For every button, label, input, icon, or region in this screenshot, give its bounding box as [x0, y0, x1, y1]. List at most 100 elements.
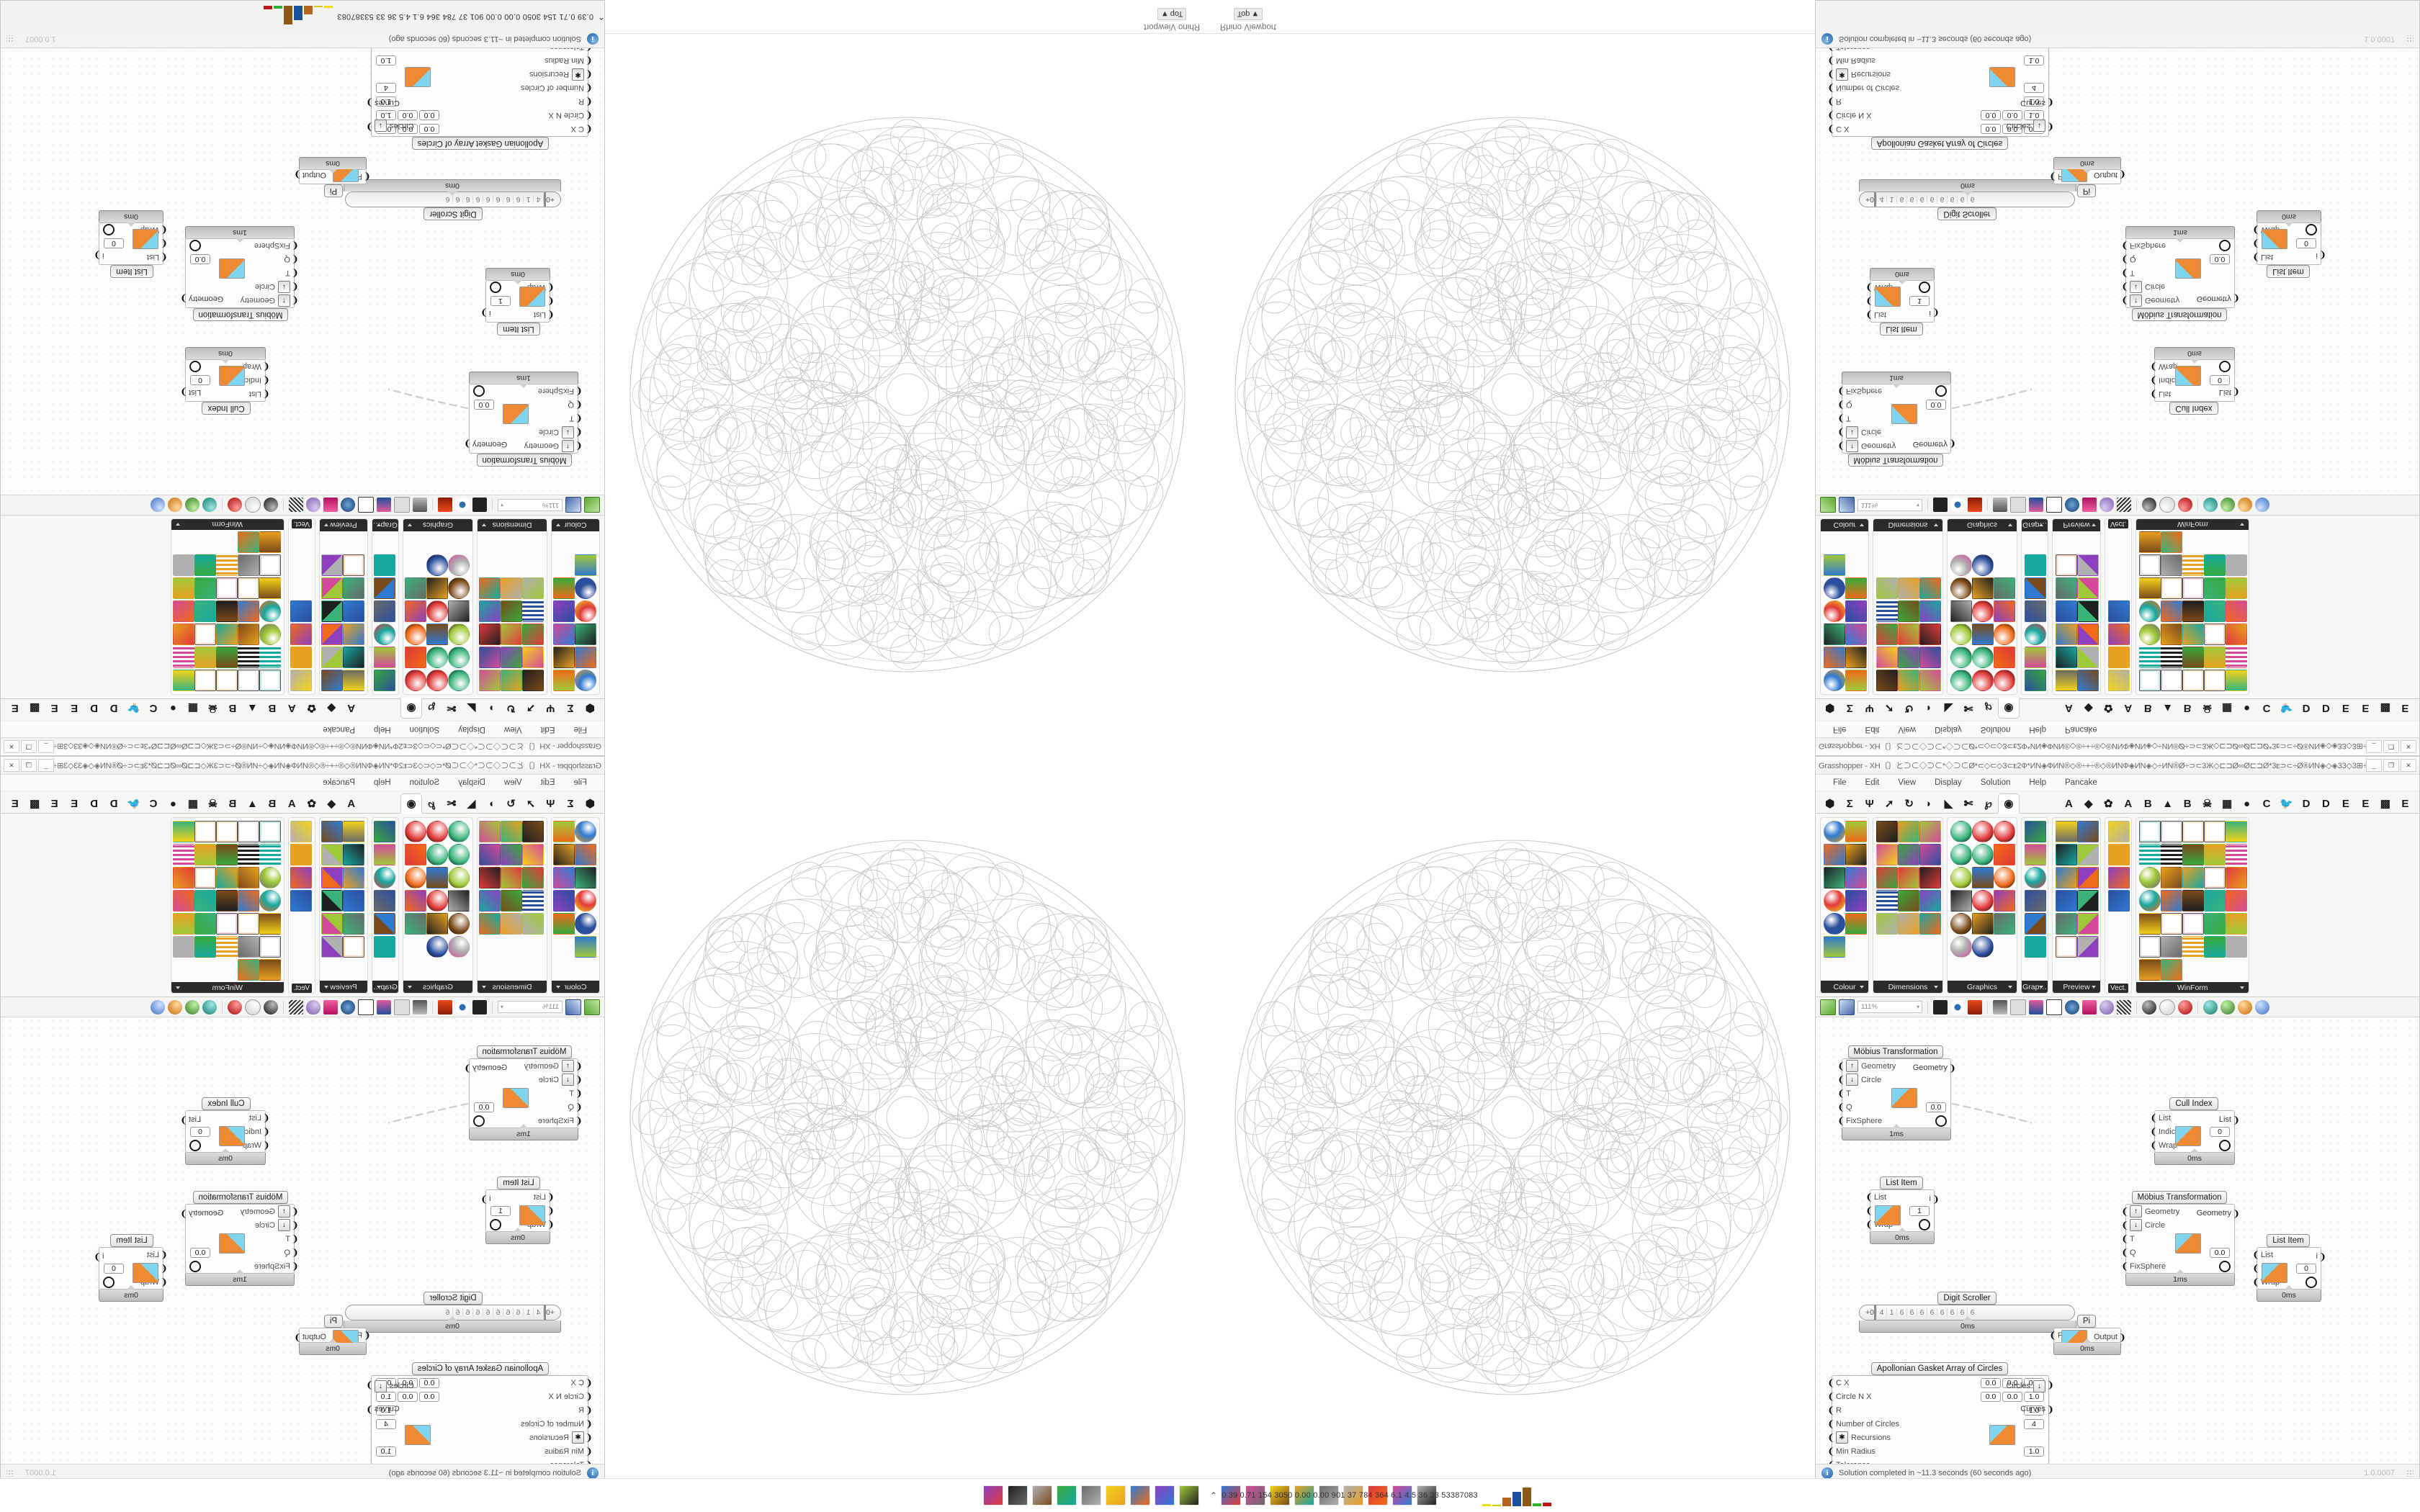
target-t-icon[interactable]: [1972, 670, 1994, 691]
node-param-button[interactable]: ↓: [278, 281, 290, 293]
swatch-magenta-icon[interactable]: [1876, 624, 1898, 645]
node-value-field[interactable]: 0.0: [1981, 110, 2001, 121]
input-port-icon[interactable]: ❨: [1827, 1459, 1835, 1464]
node-input-row[interactable]: ❨ List: [99, 1248, 168, 1261]
input-port-icon[interactable]: ❨: [1837, 427, 1845, 438]
slider-digit[interactable]: 4: [1876, 1308, 1886, 1317]
image-save-icon[interactable]: [405, 600, 426, 622]
viewport-view-dropdown[interactable]: Top ▼: [1157, 8, 1187, 20]
link-circle-icon[interactable]: [1972, 600, 1994, 622]
colour-triangle-icon[interactable]: [1845, 844, 1867, 865]
node-input-row[interactable]: ❨ List: [1865, 308, 1934, 322]
display-tab[interactable]: ◉: [400, 793, 422, 814]
image-field-icon[interactable]: [2226, 867, 2248, 888]
crossing-lines-icon[interactable]: [289, 498, 303, 513]
node-output-row[interactable]: i ❩: [1930, 1194, 1940, 1205]
yin-yang-icon[interactable]: [1972, 936, 1994, 958]
menu-item-view[interactable]: View: [1898, 725, 1917, 734]
ribbon-panel-label[interactable]: Colour: [552, 519, 599, 531]
sequence-3412-icon[interactable]: [290, 821, 312, 842]
close-button[interactable]: ✕: [2401, 759, 2416, 772]
node-output-row[interactable]: Curves ❩: [2020, 97, 2054, 108]
node-boolean-toggle[interactable]: [2305, 224, 2317, 236]
node-param-button[interactable]: ↑: [1846, 440, 1858, 452]
input-port-icon[interactable]: ❨: [585, 48, 593, 53]
input-port-icon[interactable]: ❨: [262, 1125, 270, 1137]
viewport-tab-left[interactable]: Rhino Viewport Top ▼: [1210, 8, 1286, 33]
open-file-icon[interactable]: [1820, 999, 1836, 1015]
vslider-icon[interactable]: [194, 936, 216, 958]
shade-orange-icon[interactable]: [168, 498, 182, 513]
params-tab[interactable]: ⬢: [585, 702, 595, 714]
input-port-icon[interactable]: ❨: [1827, 110, 1835, 122]
input-port-icon[interactable]: ❨: [2252, 1262, 2260, 1274]
ellipse-outline-icon[interactable]: [1950, 913, 1972, 935]
input-port-icon[interactable]: ❨: [575, 1087, 583, 1099]
progress-bar-icon[interactable]: [2226, 554, 2248, 576]
node-list-item-2[interactable]: List Item❨List❨Index0❨Wrapi❩0ms: [2252, 1233, 2326, 1302]
plugin-a2-tab[interactable]: A: [2124, 797, 2133, 810]
input-port-icon[interactable]: ❨: [291, 1246, 299, 1258]
hearts-pink-icon[interactable]: [2077, 577, 2099, 599]
open-file-icon[interactable]: [1820, 497, 1836, 513]
input-port-icon[interactable]: ❨: [547, 282, 555, 294]
node-value-field[interactable]: 0: [190, 1126, 210, 1137]
shade-black-icon[interactable]: [264, 999, 278, 1014]
node-value-field[interactable]: 0: [2210, 1126, 2230, 1137]
node-value-field[interactable]: 1.0: [2024, 1391, 2044, 1402]
output-port-icon[interactable]: ❩: [2046, 1404, 2054, 1415]
circle-t-icon[interactable]: [426, 844, 448, 865]
polygon-outline-icon[interactable]: [1972, 577, 1994, 599]
menu-item-help[interactable]: Help: [2029, 778, 2047, 787]
slider-digit[interactable]: 1: [1886, 195, 1896, 204]
node-value-field[interactable]: 0.0: [1981, 124, 2001, 135]
menu-item-help[interactable]: Help: [2029, 725, 2047, 734]
shade-black-icon[interactable]: [2142, 498, 2156, 513]
plugin-d2-tab[interactable]: D: [2322, 797, 2330, 810]
arc-open-icon[interactable]: [1950, 890, 1972, 912]
display-tab[interactable]: ◉: [1998, 698, 2020, 719]
input-port-icon[interactable]: ❨: [1827, 1377, 1835, 1388]
polygon-outline-icon[interactable]: [1972, 913, 1994, 935]
node-boolean-toggle[interactable]: [2219, 1139, 2231, 1151]
plugin-e-tab[interactable]: E: [71, 702, 79, 715]
grasshopper-canvas[interactable]: Möbius Transformation ❨ ↑ Geometry ❨ ↓ Circle ❨…: [1816, 1017, 2419, 1464]
apollonian-fractal-render[interactable]: [1210, 756, 1815, 1479]
input-port-icon[interactable]: ❨: [160, 1248, 168, 1260]
vslider-icon[interactable]: [2204, 936, 2226, 958]
slider-strip-icon[interactable]: [215, 844, 238, 865]
node-input-row[interactable]: ❨ ↓ Circle: [470, 1073, 583, 1086]
node-apollonian-gasket[interactable]: Apollonian Gasket Array of Circles ❨ C X 0.…: [1827, 1362, 2054, 1464]
crossing-lines-icon[interactable]: [2117, 999, 2131, 1014]
hatch-green-icon[interactable]: [237, 647, 259, 668]
node-value-field[interactable]: 0.0: [419, 110, 439, 121]
dim-linear-icon[interactable]: [501, 670, 522, 691]
plugin-d-tab[interactable]: D: [2302, 797, 2311, 810]
taskbar-terminal-icon[interactable]: [983, 1485, 1003, 1506]
menu-item-view[interactable]: View: [503, 725, 522, 734]
dim-chain-icon[interactable]: [1898, 624, 1919, 645]
node-input-row[interactable]: ❨ Circle N X 0.0 0.0 1.0: [1827, 1390, 2048, 1403]
node-value-field[interactable]: 0.0: [419, 1377, 439, 1388]
node-list-item-1[interactable]: List Item❨List❨Index1❨Wrapi❩0ms: [1865, 1176, 1940, 1244]
display-tab[interactable]: ◉: [400, 698, 422, 719]
node-input-row[interactable]: ❨ ↓ Circle: [186, 280, 299, 294]
list-green-icon[interactable]: [194, 624, 216, 645]
plugin-grid-tab[interactable]: ▦: [2222, 702, 2233, 714]
diagonal-frame-icon[interactable]: [2056, 913, 2077, 935]
table-grid-icon[interactable]: [2226, 844, 2247, 865]
mirror-bars-icon[interactable]: [259, 577, 281, 599]
swatch-magenta-icon[interactable]: [522, 867, 544, 888]
output-port-icon[interactable]: ❩: [1948, 438, 1956, 449]
open-file-icon[interactable]: [584, 497, 600, 513]
polyline-arrow-icon[interactable]: [2108, 647, 2130, 668]
eye-icon[interactable]: [405, 670, 426, 691]
at-icon[interactable]: [2010, 497, 2026, 513]
input-port-icon[interactable]: ❨: [575, 1060, 583, 1071]
spheres-blue-icon[interactable]: [343, 624, 364, 645]
node-cull-index-1[interactable]: Cull Index ❨ List ❨ Indices 0 ❨ Wrap List ❩ 0ms: [180, 347, 270, 415]
polygon-outline-icon[interactable]: [426, 577, 448, 599]
surface-tab[interactable]: ◗: [488, 797, 495, 810]
balloon-icon[interactable]: [2099, 999, 2114, 1014]
colour-triangle-icon[interactable]: [553, 844, 575, 865]
